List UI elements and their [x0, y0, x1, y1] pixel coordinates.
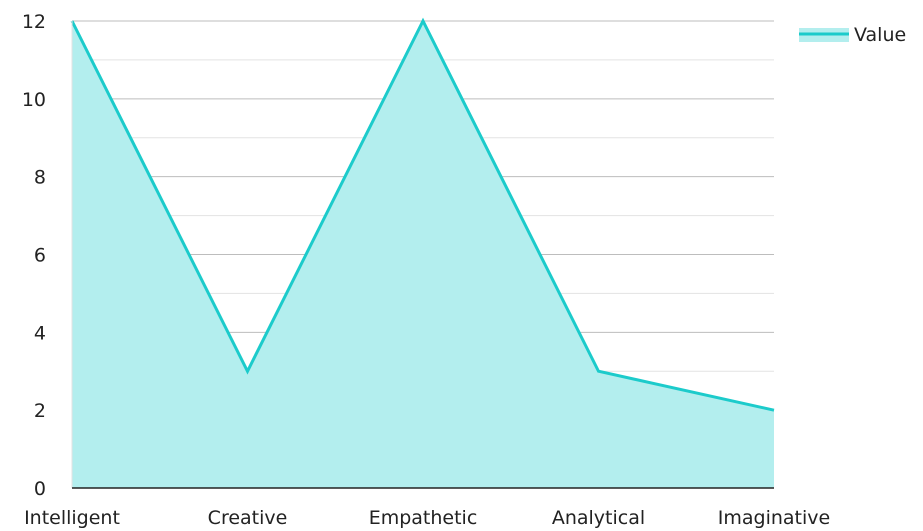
x-tick-label-creative: Creative: [208, 507, 288, 529]
legend: Value: [799, 24, 906, 46]
axes: [71, 21, 774, 489]
x-tick-label-intelligent: Intelligent: [24, 507, 120, 529]
legend-label: Value: [854, 24, 906, 46]
area-series: [70, 17, 775, 488]
y-tick-label: 8: [34, 167, 46, 189]
y-tick-label: 6: [34, 245, 46, 267]
x-tick-label-analytical: Analytical: [552, 507, 645, 529]
x-axis-tick-labels: Intelligent Creative Empathetic Analytical I…: [24, 507, 830, 529]
y-axis-tick-labels: 0 2 4 6 8 10 12: [22, 11, 46, 500]
y-tick-label: 10: [22, 89, 46, 111]
y-tick-label: 12: [22, 11, 46, 33]
x-tick-label-empathetic: Empathetic: [369, 507, 478, 529]
y-tick-label: 2: [34, 400, 46, 422]
x-tick-label-imaginative: Imaginative: [718, 507, 830, 529]
y-tick-label: 0: [34, 478, 46, 500]
y-tick-label: 4: [34, 322, 46, 344]
